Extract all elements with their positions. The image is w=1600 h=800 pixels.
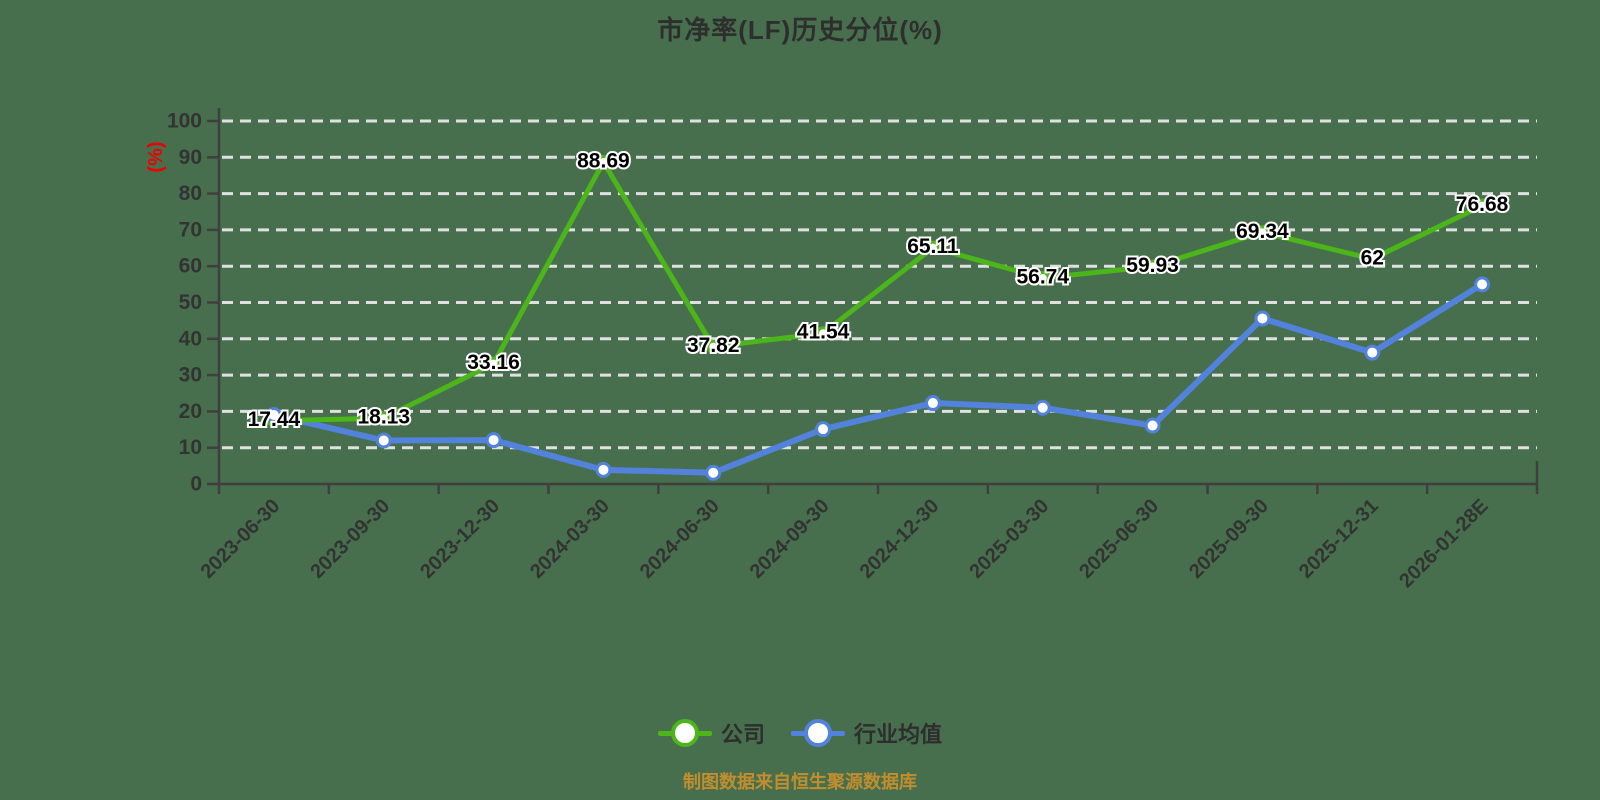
company-point[interactable] [816, 326, 831, 341]
industry-point[interactable] [485, 432, 502, 449]
x-tick-label: 2024-12-30 [856, 495, 944, 583]
company-point[interactable] [596, 155, 611, 170]
industry-point[interactable] [1254, 310, 1271, 327]
y-tick-label: 60 [179, 255, 202, 278]
legend-item-industry[interactable]: 行业均值 [791, 717, 942, 749]
y-tick-label: 0 [190, 473, 202, 496]
y-tick-label: 40 [179, 327, 202, 350]
company-point[interactable] [376, 411, 391, 426]
y-tick-label: 80 [179, 182, 202, 205]
x-tick-label: 2024-09-30 [746, 495, 834, 583]
y-tick-label: 20 [179, 400, 202, 423]
company-point[interactable] [925, 240, 940, 255]
company-point[interactable] [1365, 251, 1380, 266]
company-line [271, 159, 1485, 424]
x-tick-label: 2025-12-31 [1295, 495, 1383, 583]
industry-point[interactable] [375, 432, 392, 449]
x-tick-label: 2024-06-30 [636, 495, 724, 583]
company-data-label: 33.16 [467, 351, 520, 374]
company-data-label: 62 [1361, 246, 1384, 269]
industry-point[interactable] [924, 395, 941, 412]
company-data-label: 56.74 [1016, 266, 1069, 289]
x-tick-label: 2023-09-30 [306, 495, 394, 583]
company-point[interactable] [486, 356, 501, 371]
legend-label-company: 公司 [720, 722, 765, 747]
x-tick-label: 2023-12-30 [416, 495, 504, 583]
company-data-label: 18.13 [357, 406, 410, 429]
industry-point[interactable] [1474, 276, 1491, 293]
industry-point[interactable] [265, 407, 282, 424]
legend: 公司 行业均值 [0, 708, 1600, 758]
industry-point[interactable] [1364, 344, 1381, 361]
industry-line [270, 281, 1486, 476]
company-data-label: 76.68 [1456, 193, 1509, 216]
company-point[interactable] [706, 339, 721, 354]
company-legend-circle-icon [670, 719, 699, 747]
data-source-note: 制图数据来自恒生聚源数据库 [683, 772, 917, 792]
company-data-label: 69.34 [1236, 220, 1289, 243]
legend-item-company[interactable]: 公司 [657, 717, 765, 749]
y-tick-label: 70 [179, 218, 202, 241]
y-tick-label: 50 [179, 291, 202, 314]
legend-label-industry: 行业均值 [854, 722, 943, 747]
company-data-label: 59.93 [1126, 254, 1179, 277]
x-tick-label: 2024-03-30 [526, 495, 614, 583]
industry-legend-circle-icon [804, 719, 832, 747]
company-data-label: 41.54 [797, 321, 850, 344]
industry-point[interactable] [815, 421, 832, 438]
industry-point[interactable] [1034, 399, 1051, 416]
industry-legend-marker-icon [791, 718, 845, 748]
x-tick-label: 2025-03-30 [965, 495, 1053, 583]
y-tick-label: 90 [179, 146, 202, 169]
company-point[interactable] [1475, 198, 1490, 213]
company-data-label: 17.44 [248, 408, 301, 431]
x-tick-label: 2023-06-30 [197, 495, 285, 583]
industry-point[interactable] [705, 464, 722, 481]
company-data-label: 37.82 [687, 334, 740, 357]
industry-point[interactable] [595, 461, 612, 478]
y-axis-unit-label: (%) [145, 141, 167, 172]
chart-title: 市净率(LF)历史分位(%) [657, 15, 943, 45]
y-tick-label: 100 [167, 110, 202, 133]
company-point[interactable] [1255, 225, 1270, 240]
company-data-label: 65.11 [907, 235, 959, 258]
x-tick-label: 2026-01-28E [1395, 495, 1492, 592]
company-point[interactable] [1035, 271, 1050, 286]
y-tick-label: 10 [179, 436, 202, 459]
y-tick-label: 30 [179, 364, 202, 387]
company-point[interactable] [1145, 259, 1160, 274]
industry-point[interactable] [1144, 417, 1161, 434]
x-tick-label: 2025-06-30 [1075, 495, 1163, 583]
company-legend-marker-icon [657, 718, 712, 748]
company-data-label: 88.69 [577, 150, 630, 173]
x-tick-label: 2025-09-30 [1185, 495, 1273, 583]
